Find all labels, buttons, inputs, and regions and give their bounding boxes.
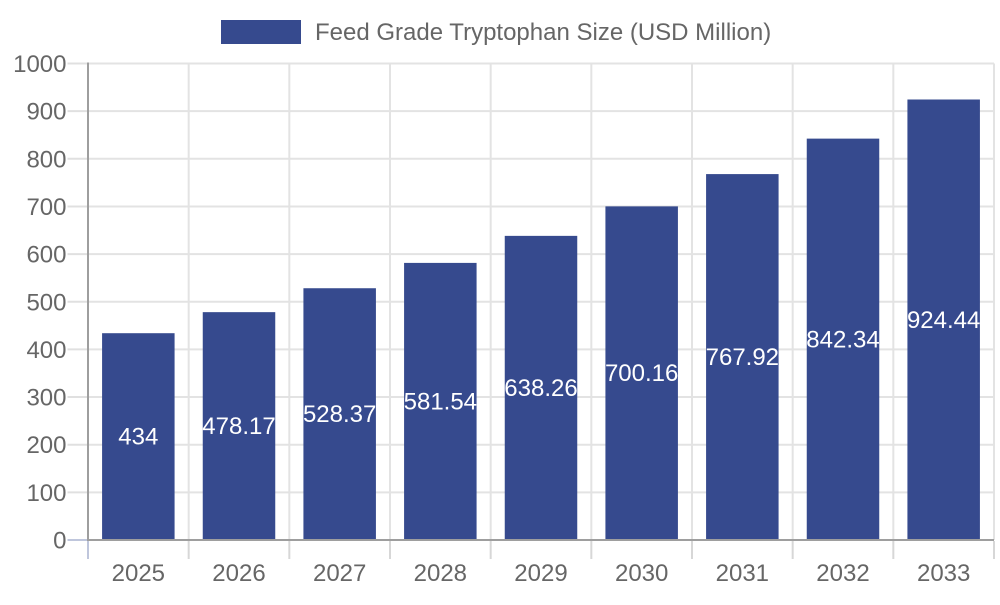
svg-text:0: 0 xyxy=(53,528,66,555)
svg-text:528.37: 528.37 xyxy=(303,401,376,428)
svg-text:2032: 2032 xyxy=(816,560,869,587)
svg-text:2029: 2029 xyxy=(514,560,567,587)
svg-text:2033: 2033 xyxy=(917,560,970,587)
svg-text:Feed Grade Tryptophan Size (US: Feed Grade Tryptophan Size (USD Million) xyxy=(315,19,771,46)
svg-text:600: 600 xyxy=(26,242,66,269)
svg-text:700: 700 xyxy=(26,194,66,221)
svg-text:500: 500 xyxy=(26,289,66,316)
svg-text:2025: 2025 xyxy=(112,560,165,587)
svg-text:767.92: 767.92 xyxy=(706,344,779,371)
svg-text:2027: 2027 xyxy=(313,560,366,587)
svg-text:434: 434 xyxy=(118,424,158,451)
svg-text:478.17: 478.17 xyxy=(202,413,275,440)
svg-text:2030: 2030 xyxy=(615,560,668,587)
svg-text:700.16: 700.16 xyxy=(605,360,678,387)
svg-text:400: 400 xyxy=(26,337,66,364)
svg-text:100: 100 xyxy=(26,480,66,507)
svg-text:2028: 2028 xyxy=(414,560,467,587)
svg-text:200: 200 xyxy=(26,432,66,459)
svg-text:581.54: 581.54 xyxy=(404,388,477,415)
svg-text:638.26: 638.26 xyxy=(504,375,577,402)
svg-text:800: 800 xyxy=(26,146,66,173)
svg-text:900: 900 xyxy=(26,99,66,126)
svg-text:2031: 2031 xyxy=(716,560,769,587)
svg-text:300: 300 xyxy=(26,385,66,412)
svg-text:2026: 2026 xyxy=(212,560,265,587)
svg-text:924.44: 924.44 xyxy=(907,307,980,334)
svg-text:1000: 1000 xyxy=(13,51,66,78)
svg-text:842.34: 842.34 xyxy=(806,326,879,353)
